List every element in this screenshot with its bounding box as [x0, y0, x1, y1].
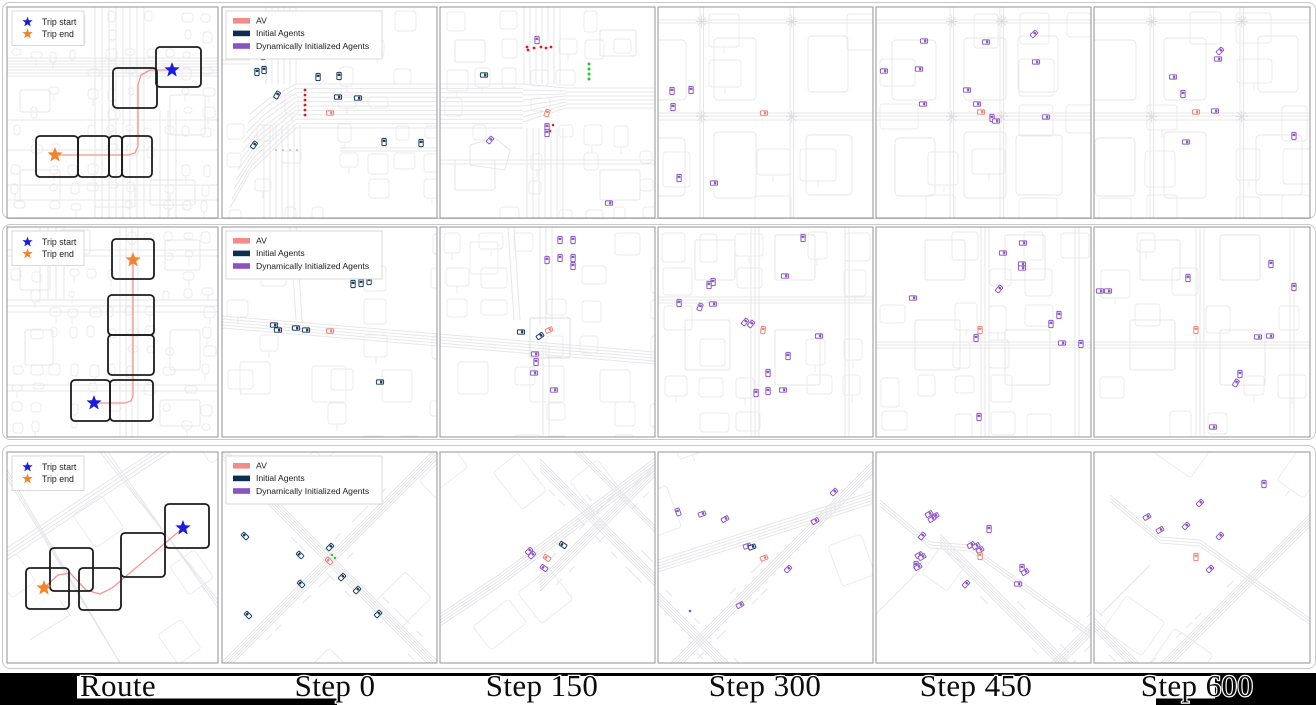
svg-text:Step 0: Step 0 [295, 668, 376, 703]
svg-text:Trip start: Trip start [42, 237, 77, 247]
svg-text:Initial Agents: Initial Agents [256, 248, 305, 258]
svg-text:Step 300: Step 300 [709, 668, 822, 703]
svg-text:Trip end: Trip end [42, 249, 74, 259]
svg-text:Step 450: Step 450 [920, 668, 1033, 703]
svg-text:AV: AV [256, 461, 267, 471]
svg-text:Trip end: Trip end [42, 474, 74, 484]
svg-text:Trip start: Trip start [42, 17, 77, 27]
svg-text:Step 150: Step 150 [486, 668, 599, 703]
svg-text:Dynamically Initialized Agents: Dynamically Initialized Agents [256, 41, 369, 51]
svg-text:AV: AV [256, 236, 267, 246]
svg-text:Initial Agents: Initial Agents [256, 28, 305, 38]
svg-text:AV: AV [256, 16, 267, 26]
svg-text:Trip start: Trip start [42, 462, 77, 472]
svg-text:Dynamically Initialized Agents: Dynamically Initialized Agents [256, 261, 369, 271]
svg-text:Initial Agents: Initial Agents [256, 473, 305, 483]
svg-text:Step 600: Step 600 [1141, 668, 1254, 703]
svg-text:Dynamically Initialized Agents: Dynamically Initialized Agents [256, 486, 369, 496]
svg-text:Route: Route [80, 668, 156, 703]
svg-text:Trip end: Trip end [42, 29, 74, 39]
